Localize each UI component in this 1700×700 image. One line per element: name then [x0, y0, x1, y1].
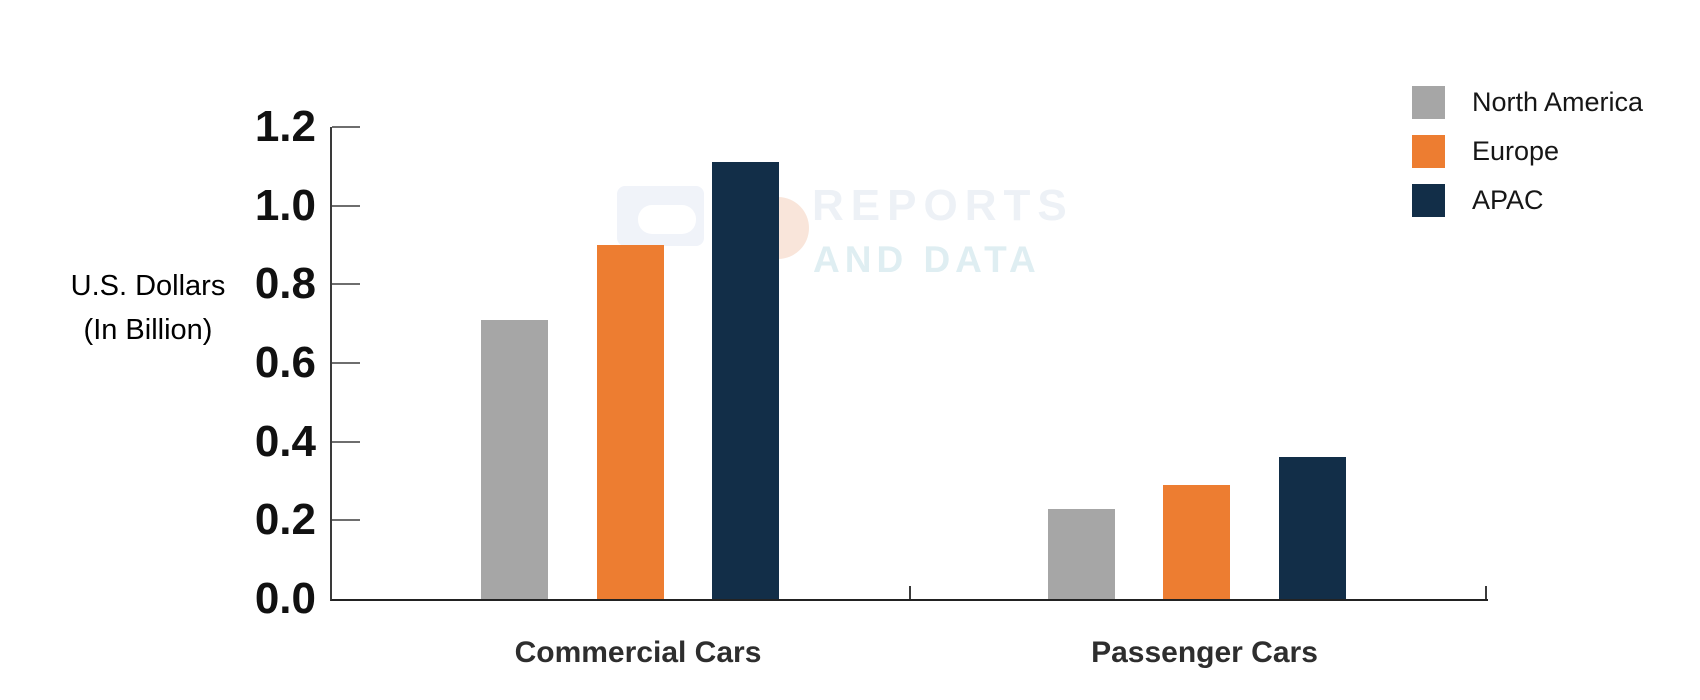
- legend-swatch-north-america: [1412, 86, 1445, 119]
- y-axis-title-line1: U.S. Dollars: [70, 270, 226, 302]
- legend-label: North America: [1472, 87, 1644, 117]
- bar-north-america-commercial-cars: [481, 319, 548, 599]
- y-axis-title: U.S. Dollars (In Billion): [38, 264, 258, 352]
- bar-europe-commercial-cars: [596, 245, 664, 599]
- legend-swatch-europe: [1412, 135, 1445, 168]
- x-category-label: Commercial Cars: [514, 636, 762, 669]
- y-axis-title-line2: (In Billion): [83, 314, 213, 346]
- legend-item-north-america: North America: [1412, 86, 1643, 119]
- y-tick-label: 0.2: [254, 495, 316, 545]
- legend-label: Europe: [1472, 136, 1560, 166]
- y-tick-label: 0.6: [254, 338, 316, 387]
- legend-item-europe: Europe: [1412, 135, 1643, 168]
- y-tick-label: 0.4: [254, 416, 316, 466]
- bar-apac-passenger-cars: [1278, 457, 1346, 599]
- y-tick-label: 0.0: [254, 574, 316, 623]
- legend-item-apac: APAC: [1412, 184, 1643, 217]
- y-tick-label: 1.0: [254, 180, 316, 230]
- y-tick-label: 1.2: [254, 102, 316, 151]
- y-tick-label: 0.8: [254, 259, 316, 309]
- bar-apac-commercial-cars: [712, 162, 779, 599]
- legend: North America Europe APAC: [1412, 86, 1643, 233]
- legend-label: APAC: [1472, 185, 1544, 215]
- legend-swatch-apac: [1412, 184, 1445, 217]
- bars-layer: [330, 127, 1486, 599]
- bar-north-america-passenger-cars: [1047, 508, 1115, 599]
- x-category-label: Passenger Cars: [1091, 636, 1318, 669]
- bar-europe-passenger-cars: [1163, 484, 1230, 599]
